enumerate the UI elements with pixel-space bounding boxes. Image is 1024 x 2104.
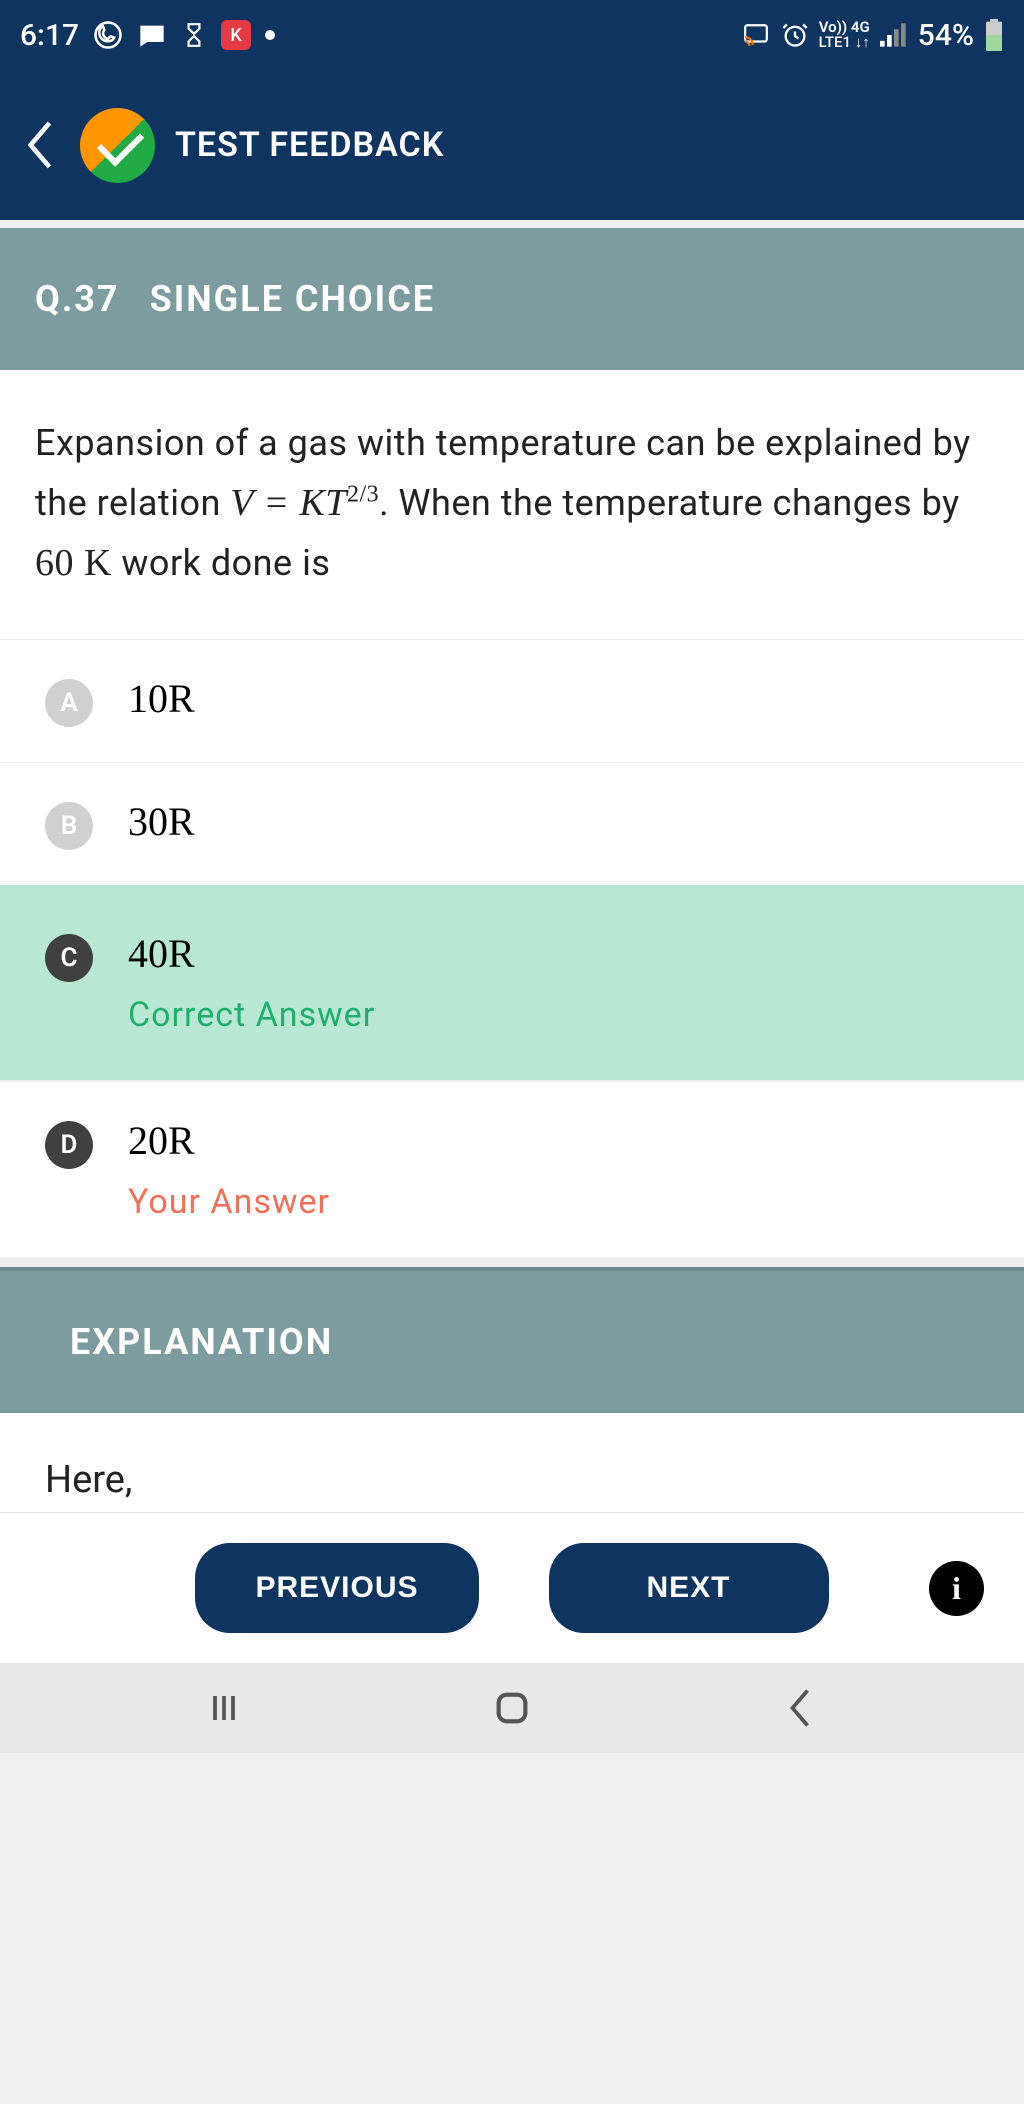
option-content: 40R Correct Answer xyxy=(128,930,979,1035)
app-logo-icon xyxy=(80,108,155,183)
options-list: A 10R B 30R C 40R Correct Answer D 20R Your Answe… xyxy=(0,639,1024,1257)
alarm-icon xyxy=(781,21,809,49)
signal-icon xyxy=(880,23,908,47)
explanation-header: EXPLANATION xyxy=(0,1267,1024,1413)
option-b[interactable]: B 30R xyxy=(0,762,1024,885)
status-time: 6:17 xyxy=(20,18,79,53)
option-letter: C xyxy=(45,934,93,982)
option-content: 20R Your Answer xyxy=(128,1117,979,1222)
hourglass-icon xyxy=(181,20,207,50)
question-number: Q.37 xyxy=(35,278,120,320)
temp-value: 60 K xyxy=(35,542,112,584)
option-text: 30R xyxy=(128,798,979,845)
option-content: 30R xyxy=(128,798,979,845)
explanation-body: Here, xyxy=(0,1413,1024,1512)
home-button[interactable] xyxy=(487,1683,537,1733)
battery-icon xyxy=(984,19,1004,51)
option-a[interactable]: A 10R xyxy=(0,639,1024,762)
option-d[interactable]: D 20R Your Answer xyxy=(0,1081,1024,1257)
option-letter: D xyxy=(45,1121,93,1169)
nav-bar: PREVIOUS NEXT i xyxy=(0,1512,1024,1663)
system-nav xyxy=(0,1663,1024,1753)
correct-answer-label: Correct Answer xyxy=(128,995,979,1035)
network-indicator: Vo)) 4G LTE1 ↓↑ xyxy=(819,20,870,50)
qtext-3: work done is xyxy=(112,542,330,584)
option-text: 20R xyxy=(128,1117,979,1164)
option-text: 10R xyxy=(128,675,979,722)
next-button[interactable]: NEXT xyxy=(549,1543,829,1633)
info-button[interactable]: i xyxy=(929,1561,984,1616)
option-c[interactable]: C 40R Correct Answer xyxy=(0,885,1024,1081)
lte-bottom: LTE1 ↓↑ xyxy=(819,35,870,50)
recent-apps-button[interactable] xyxy=(199,1683,249,1733)
formula: V = KT2/3 xyxy=(230,482,379,524)
system-back-button[interactable] xyxy=(775,1683,825,1733)
status-bar: 6:17 K Vo)) 4G LTE1 ↓↑ 54% xyxy=(0,0,1024,70)
option-text: 40R xyxy=(128,930,979,977)
cast-icon xyxy=(741,22,771,48)
status-left: 6:17 K xyxy=(20,18,275,53)
status-right: Vo)) 4G LTE1 ↓↑ 54% xyxy=(741,18,1004,53)
app-header: TEST FEEDBACK xyxy=(0,70,1024,220)
whatsapp-icon xyxy=(93,20,123,50)
question-type: SINGLE CHOICE xyxy=(150,278,435,320)
option-letter: B xyxy=(45,802,93,850)
battery-percent: 54% xyxy=(918,18,974,53)
your-answer-label: Your Answer xyxy=(128,1182,979,1222)
formula-exp: 2/3 xyxy=(347,481,379,507)
option-letter: A xyxy=(45,679,93,727)
formula-base: V = KT xyxy=(230,482,347,524)
app-red-icon: K xyxy=(221,20,251,50)
question-text: Expansion of a gas with temperature can … xyxy=(0,370,1024,639)
option-content: 10R xyxy=(128,675,979,722)
page-title: TEST FEEDBACK xyxy=(175,125,444,165)
qtext-2: . When the temperature changes by xyxy=(379,482,960,524)
question-header: Q.37 SINGLE CHOICE xyxy=(0,228,1024,370)
notification-dot-icon xyxy=(265,30,275,40)
previous-button[interactable]: PREVIOUS xyxy=(195,1543,478,1633)
back-button[interactable] xyxy=(20,125,60,165)
message-icon xyxy=(137,21,167,49)
